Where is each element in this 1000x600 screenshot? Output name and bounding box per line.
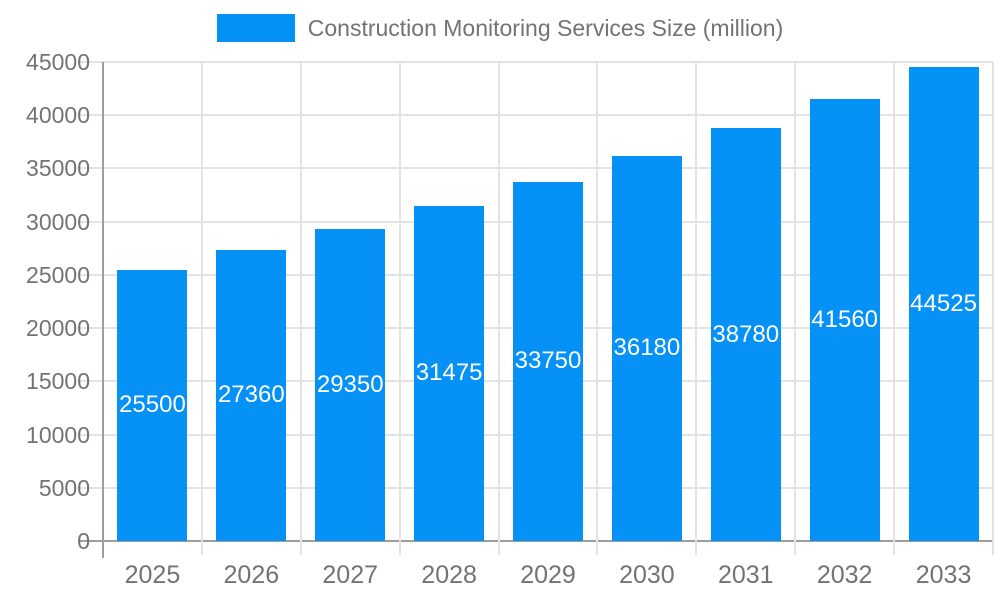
bar bbox=[117, 269, 188, 541]
bar bbox=[809, 98, 880, 541]
bar bbox=[513, 181, 583, 541]
y-axis-tick-label: 20000 bbox=[26, 315, 90, 342]
v-gridline bbox=[992, 62, 994, 555]
v-gridline bbox=[299, 62, 302, 555]
bar-value-label: 25500 bbox=[119, 391, 186, 419]
x-axis-tick-label: 2027 bbox=[322, 561, 379, 589]
y-axis-tick-label: 0 bbox=[77, 528, 90, 554]
bar-value-label: 36180 bbox=[613, 334, 681, 362]
bar-value-label: 29350 bbox=[316, 370, 384, 398]
bar bbox=[908, 67, 979, 541]
h-gridline bbox=[78, 61, 993, 63]
y-axis-tick-label: 30000 bbox=[26, 208, 90, 235]
bar-value-label: 44525 bbox=[910, 290, 977, 318]
legend: Construction Monitoring Services Size (m… bbox=[0, 14, 1000, 42]
bar bbox=[414, 205, 485, 541]
bar-value-label: 31475 bbox=[415, 359, 483, 387]
legend-swatch bbox=[216, 14, 295, 42]
bar bbox=[611, 155, 682, 541]
bar bbox=[315, 228, 386, 541]
h-gridline bbox=[78, 167, 993, 170]
x-axis-tick-label: 2029 bbox=[520, 561, 576, 589]
x-axis-tick-label: 2032 bbox=[816, 561, 873, 589]
v-gridline bbox=[596, 62, 599, 555]
x-axis-tick-label: 2028 bbox=[421, 561, 477, 589]
y-axis-line bbox=[102, 62, 104, 558]
x-axis-tick-label: 2031 bbox=[717, 561, 774, 589]
h-gridline bbox=[78, 114, 993, 117]
v-gridline bbox=[695, 62, 698, 555]
v-gridline bbox=[200, 62, 203, 555]
v-gridline bbox=[893, 62, 896, 555]
bar-value-label: 38780 bbox=[712, 320, 780, 348]
y-axis-tick-label: 45000 bbox=[26, 49, 90, 75]
x-axis-tick-label: 2033 bbox=[915, 561, 972, 589]
v-gridline bbox=[497, 62, 500, 555]
x-axis-tick-label: 2025 bbox=[124, 561, 181, 589]
x-axis-tick-label: 2026 bbox=[223, 561, 280, 589]
bar-value-label: 27360 bbox=[217, 381, 285, 409]
y-axis-tick-label: 25000 bbox=[26, 261, 90, 288]
x-axis-tick-label: 2030 bbox=[619, 561, 675, 589]
y-axis-tick-label: 15000 bbox=[26, 368, 90, 395]
x-axis-line bbox=[78, 540, 993, 542]
y-axis-tick-label: 40000 bbox=[26, 102, 90, 129]
bar-value-label: 41560 bbox=[811, 305, 879, 333]
y-axis-tick-label: 35000 bbox=[26, 155, 90, 182]
legend-label: Construction Monitoring Services Size (m… bbox=[307, 15, 784, 41]
v-gridline bbox=[398, 62, 401, 555]
bar bbox=[710, 128, 781, 541]
v-gridline bbox=[794, 62, 797, 555]
bar bbox=[216, 249, 287, 541]
y-axis-tick-label: 10000 bbox=[26, 421, 90, 448]
y-axis-tick-label: 5000 bbox=[38, 474, 90, 501]
bar-value-label: 33750 bbox=[514, 347, 582, 375]
